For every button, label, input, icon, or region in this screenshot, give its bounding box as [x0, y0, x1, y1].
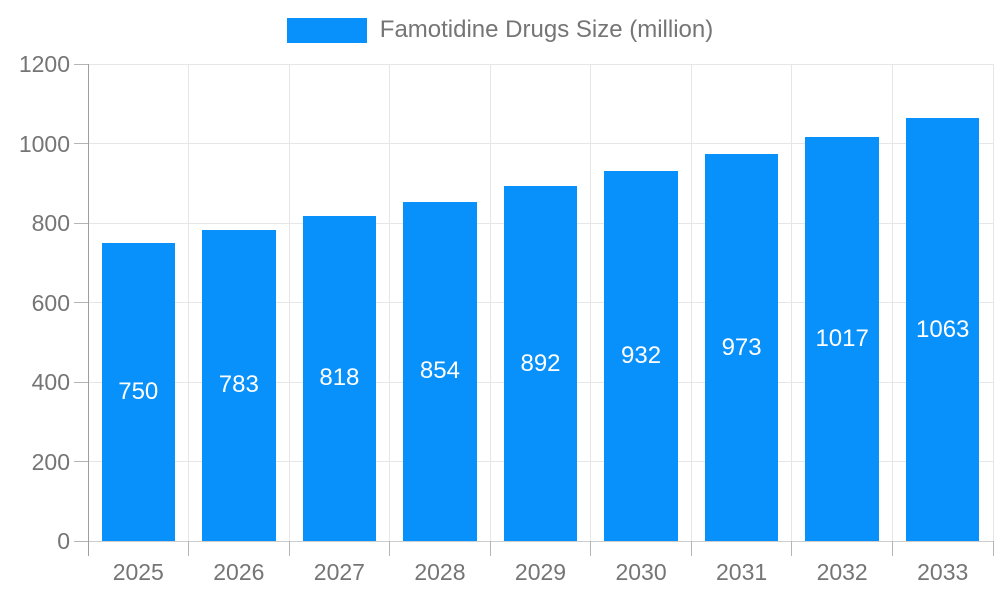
- y-axis-label: 200: [31, 448, 70, 475]
- bar-value-label: 973: [721, 333, 762, 361]
- y-axis-tick: [74, 143, 88, 144]
- x-axis-label: 2029: [514, 559, 567, 585]
- bar[interactable]: [302, 215, 377, 541]
- bar-value-label: 892: [520, 349, 561, 377]
- bar[interactable]: [403, 201, 477, 541]
- gridline-horizontal: [88, 63, 993, 65]
- x-axis-tick: [188, 541, 190, 556]
- y-axis-tick: [74, 63, 88, 65]
- x-axis-tick: [992, 541, 994, 556]
- gridline-vertical: [992, 64, 994, 541]
- gridline-vertical: [288, 64, 290, 541]
- y-axis-tick: [74, 222, 88, 224]
- bar[interactable]: [604, 170, 678, 541]
- bar-value-label: 854: [419, 357, 460, 385]
- gridline-vertical: [690, 64, 692, 541]
- x-axis-tick: [791, 541, 793, 556]
- x-axis-label: 2033: [917, 559, 969, 585]
- legend-label: Famotidine Drugs Size (million): [379, 16, 714, 43]
- x-axis-label: 2031: [716, 559, 768, 585]
- y-axis-tick: [74, 381, 88, 383]
- gridline-vertical: [590, 64, 592, 541]
- x-axis-tick: [690, 541, 692, 556]
- x-axis-baseline: [88, 540, 993, 542]
- y-axis-label: 800: [31, 210, 70, 236]
- bar[interactable]: [805, 136, 879, 541]
- x-axis-label: 2028: [414, 559, 466, 585]
- legend-swatch: [286, 17, 367, 43]
- bar[interactable]: [704, 154, 779, 541]
- bar[interactable]: [503, 186, 578, 541]
- bar[interactable]: [101, 242, 175, 541]
- x-axis-tick: [389, 541, 391, 556]
- gridline-vertical: [891, 64, 893, 541]
- x-axis-tick: [891, 541, 893, 556]
- x-axis-tick: [288, 541, 290, 556]
- y-axis-label: 1200: [18, 51, 70, 77]
- gridline-vertical: [389, 64, 391, 541]
- gridline-vertical: [489, 64, 491, 541]
- bar[interactable]: [906, 118, 980, 541]
- bar-value-label: 783: [218, 371, 259, 399]
- bar-value-label: 932: [621, 341, 662, 369]
- gridline-vertical: [791, 64, 793, 541]
- gridline-horizontal: [88, 143, 993, 144]
- y-axis-label: 600: [31, 289, 70, 316]
- y-axis-line: [87, 64, 89, 556]
- x-axis-label: 2032: [816, 559, 868, 585]
- x-axis-label: 2027: [313, 559, 365, 585]
- x-axis-label: 2030: [615, 559, 667, 585]
- y-axis-tick: [74, 461, 88, 462]
- x-axis-tick: [590, 541, 592, 556]
- x-axis-label: 2025: [112, 559, 164, 585]
- y-axis-tick: [74, 302, 88, 303]
- bar-value-label: 1063: [916, 315, 970, 343]
- x-axis-label: 2026: [213, 559, 265, 585]
- gridline-vertical: [188, 64, 190, 541]
- bar-value-label: 818: [319, 364, 360, 392]
- legend: Famotidine Drugs Size (million): [0, 16, 1000, 44]
- y-axis-label: 400: [31, 369, 70, 395]
- y-axis-label: 1000: [18, 130, 70, 157]
- bar-value-label: 750: [118, 377, 159, 405]
- y-axis-label: 0: [57, 528, 70, 554]
- y-axis-tick: [74, 540, 88, 542]
- x-axis-tick: [489, 541, 491, 556]
- bar-value-label: 1017: [815, 324, 869, 352]
- bar[interactable]: [202, 229, 276, 541]
